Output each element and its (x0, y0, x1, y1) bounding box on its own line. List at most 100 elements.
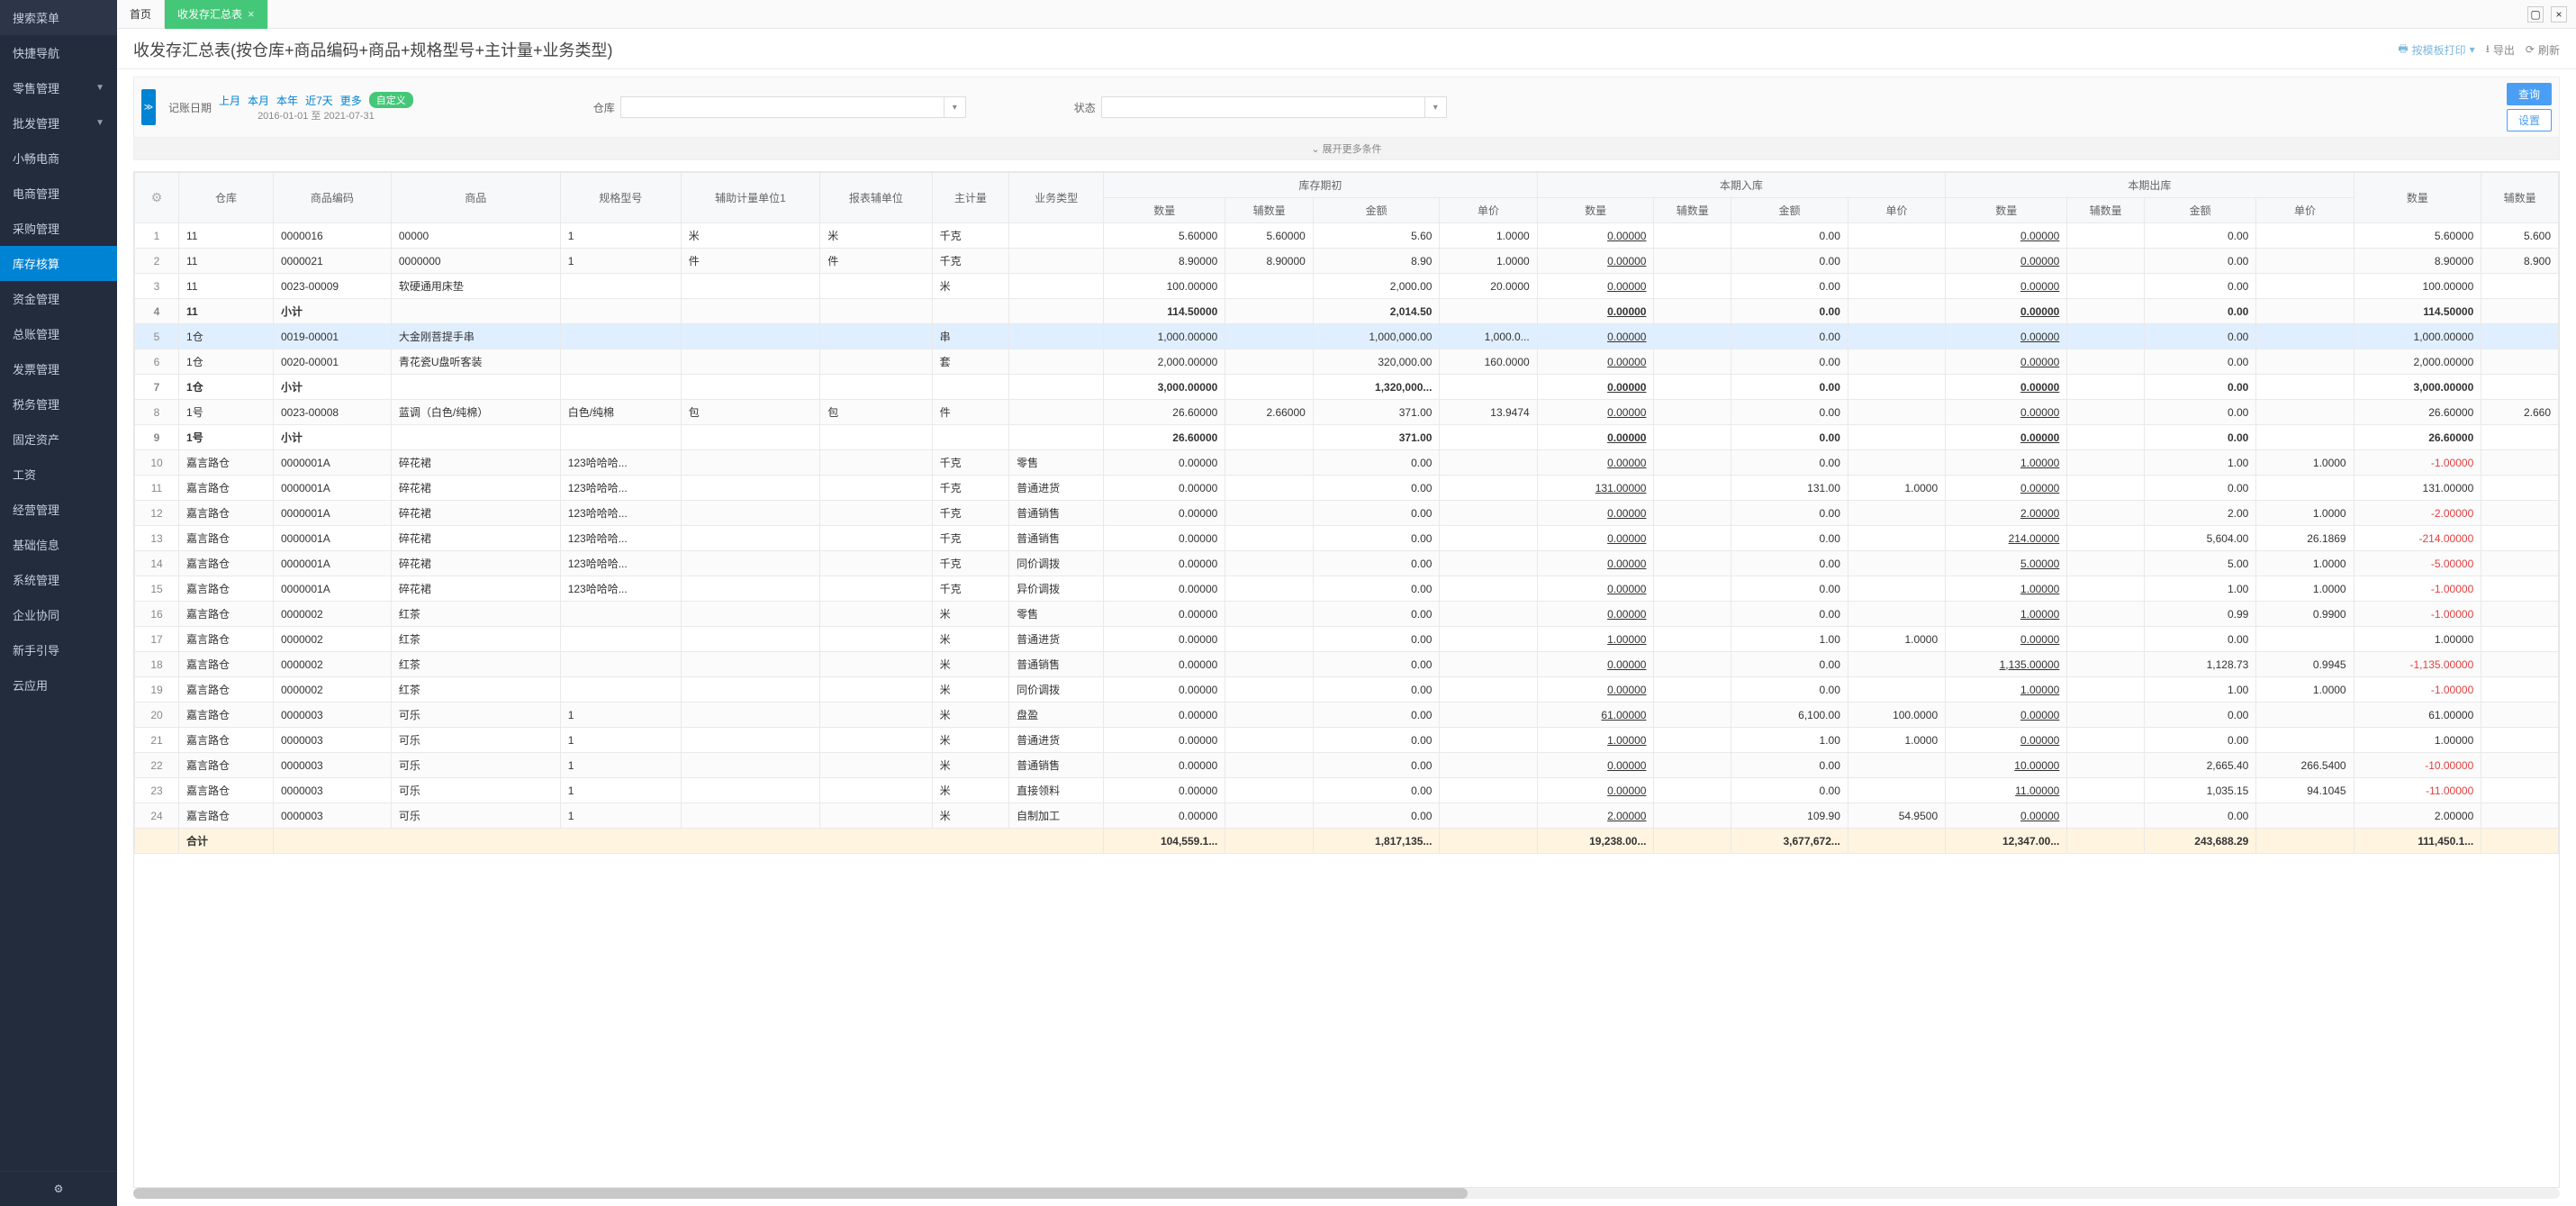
th-end-qty[interactable]: 数量 (2354, 173, 2481, 223)
sidebar-item[interactable]: 库存核算 (0, 246, 117, 281)
table-row[interactable]: 14嘉言路仓0000001A碎花裙123哈哈哈...千克同价调拨0.000000… (135, 551, 2559, 576)
th-product[interactable]: 商品 (391, 173, 560, 223)
table-row[interactable]: 18嘉言路仓0000002红茶米普通销售0.000000.000.000000.… (135, 652, 2559, 677)
sidebar-settings[interactable]: ⚙ (0, 1171, 117, 1206)
gear-icon: ⚙ (54, 1183, 64, 1195)
scrollbar-thumb[interactable] (133, 1188, 1468, 1199)
sidebar-item[interactable]: 总账管理 (0, 316, 117, 351)
date-label: 记账日期 (168, 100, 212, 115)
date-quick-link[interactable]: 本月 (248, 93, 269, 108)
sidebar-item[interactable]: 固定资产 (0, 422, 117, 457)
table-row[interactable]: 15嘉言路仓0000001A碎花裙123哈哈哈...千克异价调拨0.000000… (135, 576, 2559, 602)
tab-close-all-button[interactable]: × (2551, 6, 2567, 23)
table-row[interactable]: 13嘉言路仓0000001A碎花裙123哈哈哈...千克普通销售0.000000… (135, 526, 2559, 551)
expand-conditions[interactable]: ⌄ 展开更多条件 (133, 138, 2560, 160)
table-row[interactable]: 61仓0020-00001青花瓷U盘听客装套2,000.00000320,000… (135, 349, 2559, 375)
close-icon[interactable]: × (248, 7, 255, 21)
date-quick-link[interactable]: 更多 (340, 93, 362, 108)
tabbar: 首页 收发存汇总表 × ▢ × (117, 0, 2576, 29)
sidebar-item[interactable]: 企业协同 (0, 597, 117, 632)
table-row[interactable]: 17嘉言路仓0000002红茶米普通进货0.000000.001.000001.… (135, 627, 2559, 652)
sidebar-item-label: 云应用 (13, 676, 48, 694)
refresh-button[interactable]: ⟳ 刷新 (2526, 42, 2560, 58)
tab-report[interactable]: 收发存汇总表 × (165, 0, 268, 29)
table-row[interactable]: 24嘉言路仓0000003可乐1米自制加工0.000000.002.000001… (135, 803, 2559, 829)
query-button[interactable]: 查询 (2507, 83, 2552, 105)
sidebar-item-label: 库存核算 (13, 255, 59, 272)
table-row[interactable]: 51仓0019-00001大金刚菩提手串串1,000.000001,000,00… (135, 324, 2559, 349)
table-row[interactable]: 211000002100000001件件千克8.900008.900008.90… (135, 249, 2559, 274)
date-quick-link[interactable]: 近7天 (305, 93, 333, 108)
table-row[interactable]: 22嘉言路仓0000003可乐1米普通销售0.000000.000.000000… (135, 753, 2559, 778)
export-icon: ⭳ (2486, 41, 2490, 59)
table-row[interactable]: 20嘉言路仓0000003可乐1米盘盈0.000000.0061.000006,… (135, 703, 2559, 728)
filter-bar: ≫ 记账日期 上月本月本年近7天更多自定义 2016-01-01 至 2021-… (117, 69, 2576, 160)
column-settings-icon[interactable]: ⚙ (151, 190, 163, 204)
th-spec[interactable]: 规格型号 (560, 173, 681, 223)
sidebar-item-label: 基础信息 (13, 536, 59, 553)
date-quick-link[interactable]: 上月 (219, 93, 240, 108)
table-row[interactable]: 10嘉言路仓0000001A碎花裙123哈哈哈...千克零售0.000000.0… (135, 450, 2559, 476)
sidebar-item[interactable]: 税务管理 (0, 386, 117, 422)
table-container[interactable]: ⚙ 仓库 商品编码 商品 规格型号 辅助计量单位1 报表辅单位 主计量 业务类型… (133, 171, 2560, 1188)
sidebar-item-label: 资金管理 (13, 290, 59, 307)
horizontal-scrollbar[interactable] (133, 1188, 2560, 1199)
sidebar: 搜索菜单快捷导航零售管理▼批发管理▼小畅电商电商管理采购管理库存核算资金管理总账… (0, 0, 117, 1206)
th-aux-unit[interactable]: 辅助计量单位1 (681, 173, 819, 223)
th-main-unit[interactable]: 主计量 (932, 173, 1009, 223)
th-rpt-unit[interactable]: 报表辅单位 (820, 173, 932, 223)
table-row[interactable]: 19嘉言路仓0000002红茶米同价调拨0.000000.000.000000.… (135, 677, 2559, 703)
sidebar-item[interactable]: 零售管理▼ (0, 70, 117, 105)
sidebar-item[interactable]: 搜索菜单 (0, 0, 117, 35)
sidebar-item-label: 零售管理 (13, 79, 59, 96)
sidebar-item[interactable]: 批发管理▼ (0, 105, 117, 141)
sidebar-item[interactable]: 经营管理 (0, 492, 117, 527)
sidebar-item[interactable]: 基础信息 (0, 527, 117, 562)
warehouse-dropdown[interactable]: ▾ (945, 96, 966, 118)
export-button[interactable]: ⭳ 导出 (2486, 41, 2515, 59)
sidebar-item[interactable]: 电商管理 (0, 176, 117, 211)
tab-label: 首页 (130, 6, 151, 22)
sidebar-item-label: 采购管理 (13, 220, 59, 237)
settings-button[interactable]: 设置 (2507, 109, 2552, 131)
table-row[interactable]: 23嘉言路仓0000003可乐1米直接领料0.000000.000.000000… (135, 778, 2559, 803)
table-row[interactable]: 21嘉言路仓0000003可乐1米普通进货0.000000.001.000001… (135, 728, 2559, 753)
table-row[interactable]: 3110023-00009软硬通用床垫米100.000002,000.0020.… (135, 274, 2559, 299)
sidebar-item[interactable]: 系统管理 (0, 562, 117, 597)
warehouse-input[interactable] (620, 96, 945, 118)
sidebar-item[interactable]: 云应用 (0, 667, 117, 703)
sidebar-item-label: 发票管理 (13, 360, 59, 377)
status-dropdown[interactable]: ▾ (1425, 96, 1447, 118)
sidebar-item[interactable]: 发票管理 (0, 351, 117, 386)
sidebar-item[interactable]: 采购管理 (0, 211, 117, 246)
table-row[interactable]: 1110000016000001米米千克5.600005.600005.601.… (135, 223, 2559, 249)
table-row[interactable]: 12嘉言路仓0000001A碎花裙123哈哈哈...千克普通销售0.000000… (135, 501, 2559, 526)
sidebar-item[interactable]: 快捷导航 (0, 35, 117, 70)
table-row[interactable]: 11嘉言路仓0000001A碎花裙123哈哈哈...千克普通进货0.000000… (135, 476, 2559, 501)
tab-home[interactable]: 首页 (117, 0, 165, 29)
tab-max-button[interactable]: ▢ (2527, 6, 2544, 23)
table-row[interactable]: 91号小计26.60000371.000.000000.000.000000.0… (135, 425, 2559, 450)
sidebar-item[interactable]: 小畅电商 (0, 141, 117, 176)
table-row[interactable]: 16嘉言路仓0000002红茶米零售0.000000.000.000000.00… (135, 602, 2559, 627)
sidebar-item[interactable]: 资金管理 (0, 281, 117, 316)
table-row[interactable]: 81号0023-00008蓝调（白色/纯棉）白色/纯棉包包件26.600002.… (135, 400, 2559, 425)
sidebar-item[interactable]: 新手引导 (0, 632, 117, 667)
table-row[interactable]: 411小计114.500002,014.500.000000.000.00000… (135, 299, 2559, 324)
th-end-aux[interactable]: 辅数量 (2481, 173, 2559, 223)
print-button[interactable]: 🖶 按模板打印 ▾ (2398, 41, 2474, 59)
th-code[interactable]: 商品编码 (273, 173, 391, 223)
date-quick-link[interactable]: 本年 (276, 93, 298, 108)
warehouse-label: 仓库 (593, 100, 615, 115)
th-biz-type[interactable]: 业务类型 (1009, 173, 1104, 223)
summary-table: ⚙ 仓库 商品编码 商品 规格型号 辅助计量单位1 报表辅单位 主计量 业务类型… (134, 172, 2559, 854)
sidebar-item[interactable]: 工资 (0, 457, 117, 492)
th-warehouse[interactable]: 仓库 (179, 173, 274, 223)
collapse-filter-button[interactable]: ≫ (141, 89, 156, 125)
page-header: 收发存汇总表(按仓库+商品编码+商品+规格型号+主计量+业务类型) 🖶 按模板打… (117, 29, 2576, 69)
table-row[interactable]: 71仓小计3,000.000001,320,000...0.000000.000… (135, 375, 2559, 400)
date-custom-badge[interactable]: 自定义 (369, 92, 413, 108)
th-group-opening: 库存期初 (1104, 173, 1538, 198)
sidebar-item-label: 批发管理 (13, 114, 59, 131)
status-input[interactable] (1101, 96, 1425, 118)
